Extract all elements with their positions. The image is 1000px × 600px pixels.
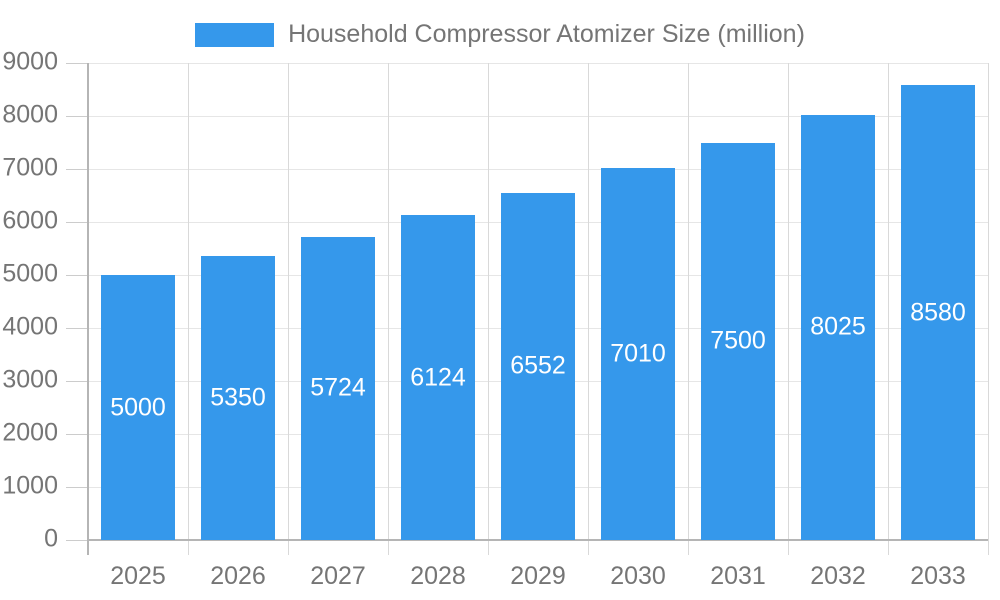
y-axis-tick (66, 275, 88, 276)
x-axis-label: 2032 (810, 562, 866, 590)
gridline-vertical (288, 63, 289, 555)
gridline-vertical (988, 63, 989, 555)
bar (301, 236, 375, 540)
legend-swatch-icon (195, 22, 275, 47)
y-axis-line (87, 63, 89, 555)
y-axis-tick (66, 63, 88, 64)
y-axis-tick (66, 434, 88, 435)
bar-value-label: 6552 (510, 351, 566, 380)
x-axis-line (88, 539, 988, 541)
x-axis-label: 2027 (310, 562, 366, 590)
gridline-vertical (388, 63, 389, 555)
gridline-vertical (888, 63, 889, 555)
bar (501, 192, 575, 540)
gridline-vertical (188, 63, 189, 555)
y-axis-tick (66, 540, 88, 541)
y-axis-label: 0 (44, 524, 58, 553)
x-axis-label: 2030 (610, 562, 666, 590)
bar-value-label: 6124 (410, 363, 466, 392)
y-axis-tick (66, 116, 88, 117)
plot-area: 0 1000 2000 3000 4000 5000 6000 7000 8000 9000 500… (2, 49, 989, 590)
x-axis-label: 2029 (510, 562, 566, 590)
gridline-vertical (788, 63, 789, 555)
y-axis-label: 7000 (2, 153, 58, 182)
y-axis-label: 2000 (2, 418, 58, 447)
x-axis-label: 2033 (910, 562, 966, 590)
bar (401, 215, 475, 540)
bar (101, 275, 175, 540)
gridline-horizontal (88, 169, 988, 170)
bar-value-label: 8580 (910, 298, 966, 327)
bar-value-label: 5724 (310, 373, 366, 402)
gridline-horizontal (88, 116, 988, 117)
y-axis-tick (66, 222, 88, 223)
y-axis-tick (66, 169, 88, 170)
y-axis-label: 8000 (2, 100, 58, 129)
x-axis-label: 2031 (710, 562, 766, 590)
y-axis-label: 9000 (2, 47, 58, 76)
y-axis-label: 1000 (2, 471, 58, 500)
bar-value-label: 7010 (610, 339, 666, 368)
gridline-vertical (588, 63, 589, 555)
x-axis-label: 2026 (210, 562, 266, 590)
bar-value-label: 5000 (110, 393, 166, 421)
bar-value-label: 7500 (710, 326, 766, 355)
x-axis-label: 2028 (410, 562, 466, 590)
y-axis-tick (66, 381, 88, 382)
x-axis-label: 2025 (110, 562, 166, 590)
y-axis-label: 6000 (2, 206, 58, 235)
bar (801, 114, 875, 540)
gridline-horizontal (88, 63, 988, 64)
bar-value-label: 5350 (210, 383, 266, 412)
y-axis-label: 4000 (2, 312, 58, 341)
bar-value-label: 8025 (810, 312, 866, 341)
bar (701, 142, 775, 540)
y-axis-label: 5000 (2, 259, 58, 288)
gridline-vertical (488, 63, 489, 555)
gridline-vertical (688, 63, 689, 555)
bar (901, 85, 975, 540)
legend-label: Household Compressor Atomizer Size (mill… (288, 20, 805, 48)
y-axis-label: 3000 (2, 365, 58, 394)
bar (601, 168, 675, 540)
legend: Household Compressor Atomizer Size (mill… (0, 20, 1000, 49)
bar (201, 256, 275, 540)
y-axis-tick (66, 328, 88, 329)
y-axis-tick (66, 487, 88, 488)
